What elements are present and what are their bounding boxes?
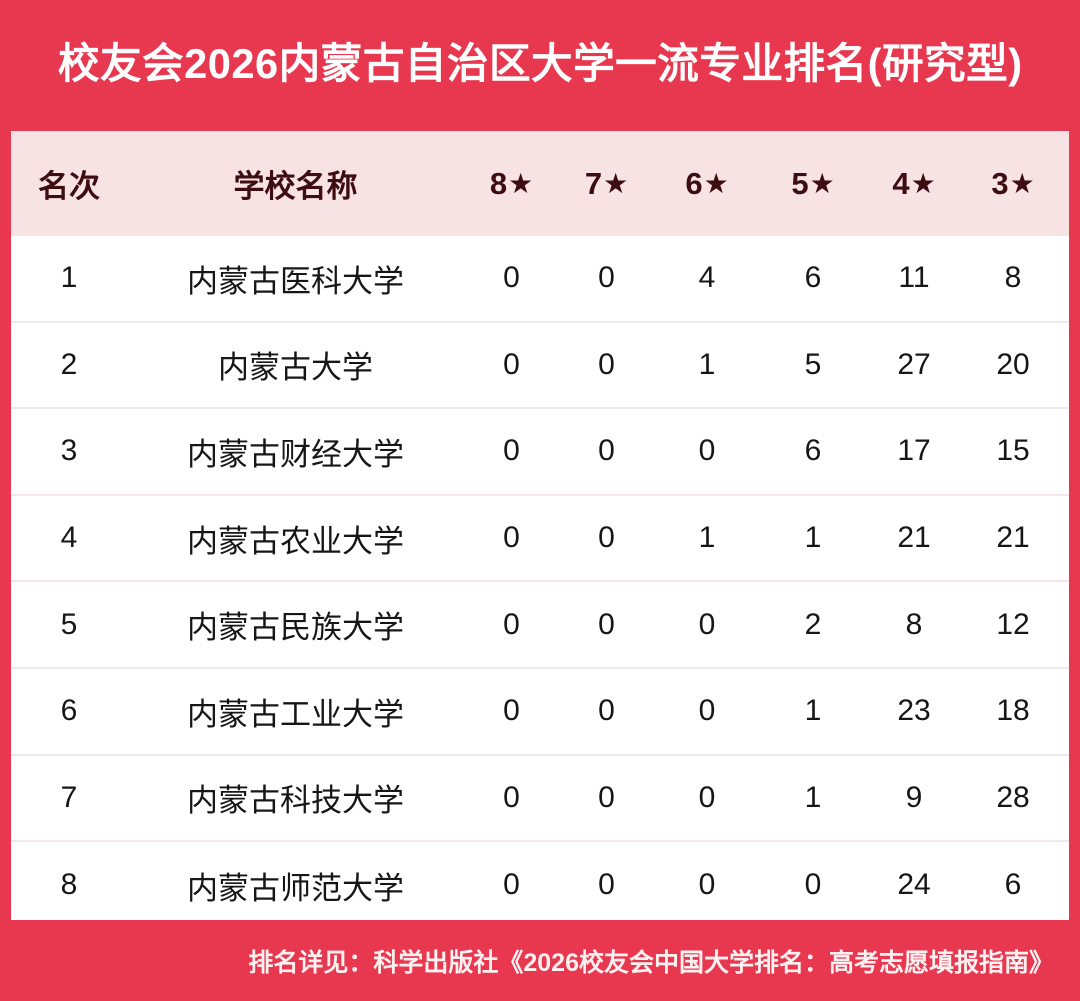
cell-5-star: 6 xyxy=(804,261,822,295)
column-header-5-star-label: 5 xyxy=(791,165,809,201)
column-header-6-star: 6★ xyxy=(654,166,760,202)
star-icon: ★ xyxy=(809,167,835,199)
cell-6-star: 1 xyxy=(698,521,716,555)
column-header-school: 学校名称 xyxy=(233,169,358,204)
cell-school: 内蒙古财经大学 xyxy=(187,436,404,472)
cell-4-star: 11 xyxy=(898,261,930,295)
cell-3-star: 12 xyxy=(996,607,1030,641)
table-row: 1 内蒙古医科大学 0 0 4 6 11 8 xyxy=(11,236,1069,323)
cell-7-star: 0 xyxy=(598,261,615,295)
cell-rank: 2 xyxy=(60,347,78,381)
cell-8-star: 0 xyxy=(503,347,520,381)
cell-school: 内蒙古师范大学 xyxy=(187,870,404,906)
cell-4-star: 21 xyxy=(897,521,931,555)
cell-4-star: 9 xyxy=(905,780,923,814)
cell-7-star: 0 xyxy=(598,347,615,381)
cell-8-star: 0 xyxy=(503,521,520,555)
table-row: 8 内蒙古师范大学 0 0 0 0 24 6 xyxy=(11,842,1069,920)
cell-5-star: 5 xyxy=(804,347,822,381)
cell-school: 内蒙古大学 xyxy=(218,350,373,386)
ranking-table: 名次 学校名称 8★ 7★ 6★ 5★ 4★ 3★ 1 内蒙古医科大学 0 0 … xyxy=(11,131,1069,920)
cell-7-star: 0 xyxy=(598,694,615,728)
cell-5-star: 0 xyxy=(804,868,822,902)
column-header-8-star-label: 8 xyxy=(489,165,508,201)
cell-3-star: 18 xyxy=(996,694,1030,728)
star-icon: ★ xyxy=(910,167,936,199)
cell-rank: 5 xyxy=(60,607,78,641)
cell-7-star: 0 xyxy=(598,521,615,555)
cell-3-star: 6 xyxy=(1004,868,1022,902)
cell-rank: 1 xyxy=(60,261,78,295)
cell-school: 内蒙古民族大学 xyxy=(187,610,404,646)
table-row: 6 内蒙古工业大学 0 0 0 1 23 18 xyxy=(11,669,1069,756)
cell-5-star: 1 xyxy=(804,521,822,555)
table-row: 2 内蒙古大学 0 0 1 5 27 20 xyxy=(11,323,1069,410)
source-note: 排名详见：科学出版社《2026校友会中国大学排名：高考志愿填报指南》 xyxy=(248,948,1054,977)
table-header-row: 名次 学校名称 8★ 7★ 6★ 5★ 4★ 3★ xyxy=(11,131,1069,236)
cell-3-star: 28 xyxy=(996,780,1030,814)
cell-6-star: 0 xyxy=(698,868,716,902)
cell-5-star: 6 xyxy=(804,434,822,468)
cell-school: 内蒙古科技大学 xyxy=(187,783,404,819)
cell-6-star: 0 xyxy=(698,607,716,641)
cell-7-star: 0 xyxy=(598,434,615,468)
column-header-8-star: 8★ xyxy=(464,166,559,202)
cell-6-star: 0 xyxy=(698,434,716,468)
column-header-3-star: 3★ xyxy=(962,166,1064,202)
cell-8-star: 0 xyxy=(503,261,520,295)
cell-3-star: 21 xyxy=(996,521,1030,555)
column-header-7-star: 7★ xyxy=(559,166,654,202)
table-row: 4 内蒙古农业大学 0 0 1 1 21 21 xyxy=(11,496,1069,583)
title-banner: 校友会2026内蒙古自治区大学一流专业排名(研究型) xyxy=(0,0,1080,131)
column-header-rank: 名次 xyxy=(38,169,100,204)
column-header-5-star: 5★ xyxy=(760,166,866,202)
star-icon: ★ xyxy=(603,167,629,199)
cell-rank: 3 xyxy=(60,434,78,468)
footer-banner: 排名详见：科学出版社《2026校友会中国大学排名：高考志愿填报指南》 xyxy=(0,920,1080,1001)
cell-8-star: 0 xyxy=(503,780,520,814)
cell-8-star: 0 xyxy=(503,868,520,902)
cell-4-star: 27 xyxy=(897,347,931,381)
cell-4-star: 17 xyxy=(897,434,931,468)
cell-school: 内蒙古医科大学 xyxy=(187,263,404,299)
cell-8-star: 0 xyxy=(503,434,520,468)
table-row: 3 内蒙古财经大学 0 0 0 6 17 15 xyxy=(11,409,1069,496)
column-header-6-star-label: 6 xyxy=(685,165,703,201)
cell-6-star: 0 xyxy=(698,694,716,728)
cell-7-star: 0 xyxy=(598,780,615,814)
star-icon: ★ xyxy=(508,167,534,199)
column-header-4-star: 4★ xyxy=(866,166,962,202)
star-icon: ★ xyxy=(1009,167,1035,199)
star-icon: ★ xyxy=(703,167,729,199)
column-header-7-star-label: 7 xyxy=(584,165,603,201)
cell-5-star: 1 xyxy=(804,780,822,814)
cell-6-star: 0 xyxy=(698,780,716,814)
cell-7-star: 0 xyxy=(598,868,615,902)
cell-3-star: 15 xyxy=(996,434,1030,468)
cell-8-star: 0 xyxy=(503,694,520,728)
cell-school: 内蒙古工业大学 xyxy=(187,696,404,732)
column-header-4-star-label: 4 xyxy=(892,165,910,201)
cell-6-star: 1 xyxy=(698,347,716,381)
cell-rank: 8 xyxy=(60,868,78,902)
cell-rank: 6 xyxy=(60,694,78,728)
column-header-3-star-label: 3 xyxy=(991,165,1009,201)
cell-4-star: 23 xyxy=(897,694,931,728)
cell-6-star: 4 xyxy=(698,261,716,295)
cell-4-star: 24 xyxy=(897,868,931,902)
cell-3-star: 20 xyxy=(996,347,1030,381)
cell-rank: 4 xyxy=(60,521,78,555)
cell-school: 内蒙古农业大学 xyxy=(187,523,404,559)
cell-4-star: 8 xyxy=(905,607,923,641)
cell-5-star: 2 xyxy=(804,607,822,641)
cell-7-star: 0 xyxy=(598,607,615,641)
cell-3-star: 8 xyxy=(1004,261,1022,295)
cell-rank: 7 xyxy=(60,780,78,814)
page-title: 校友会2026内蒙古自治区大学一流专业排名(研究型) xyxy=(57,39,1023,87)
table-row: 5 内蒙古民族大学 0 0 0 2 8 12 xyxy=(11,582,1069,669)
cell-8-star: 0 xyxy=(503,607,520,641)
table-row: 7 内蒙古科技大学 0 0 0 1 9 28 xyxy=(11,756,1069,843)
cell-5-star: 1 xyxy=(804,694,822,728)
